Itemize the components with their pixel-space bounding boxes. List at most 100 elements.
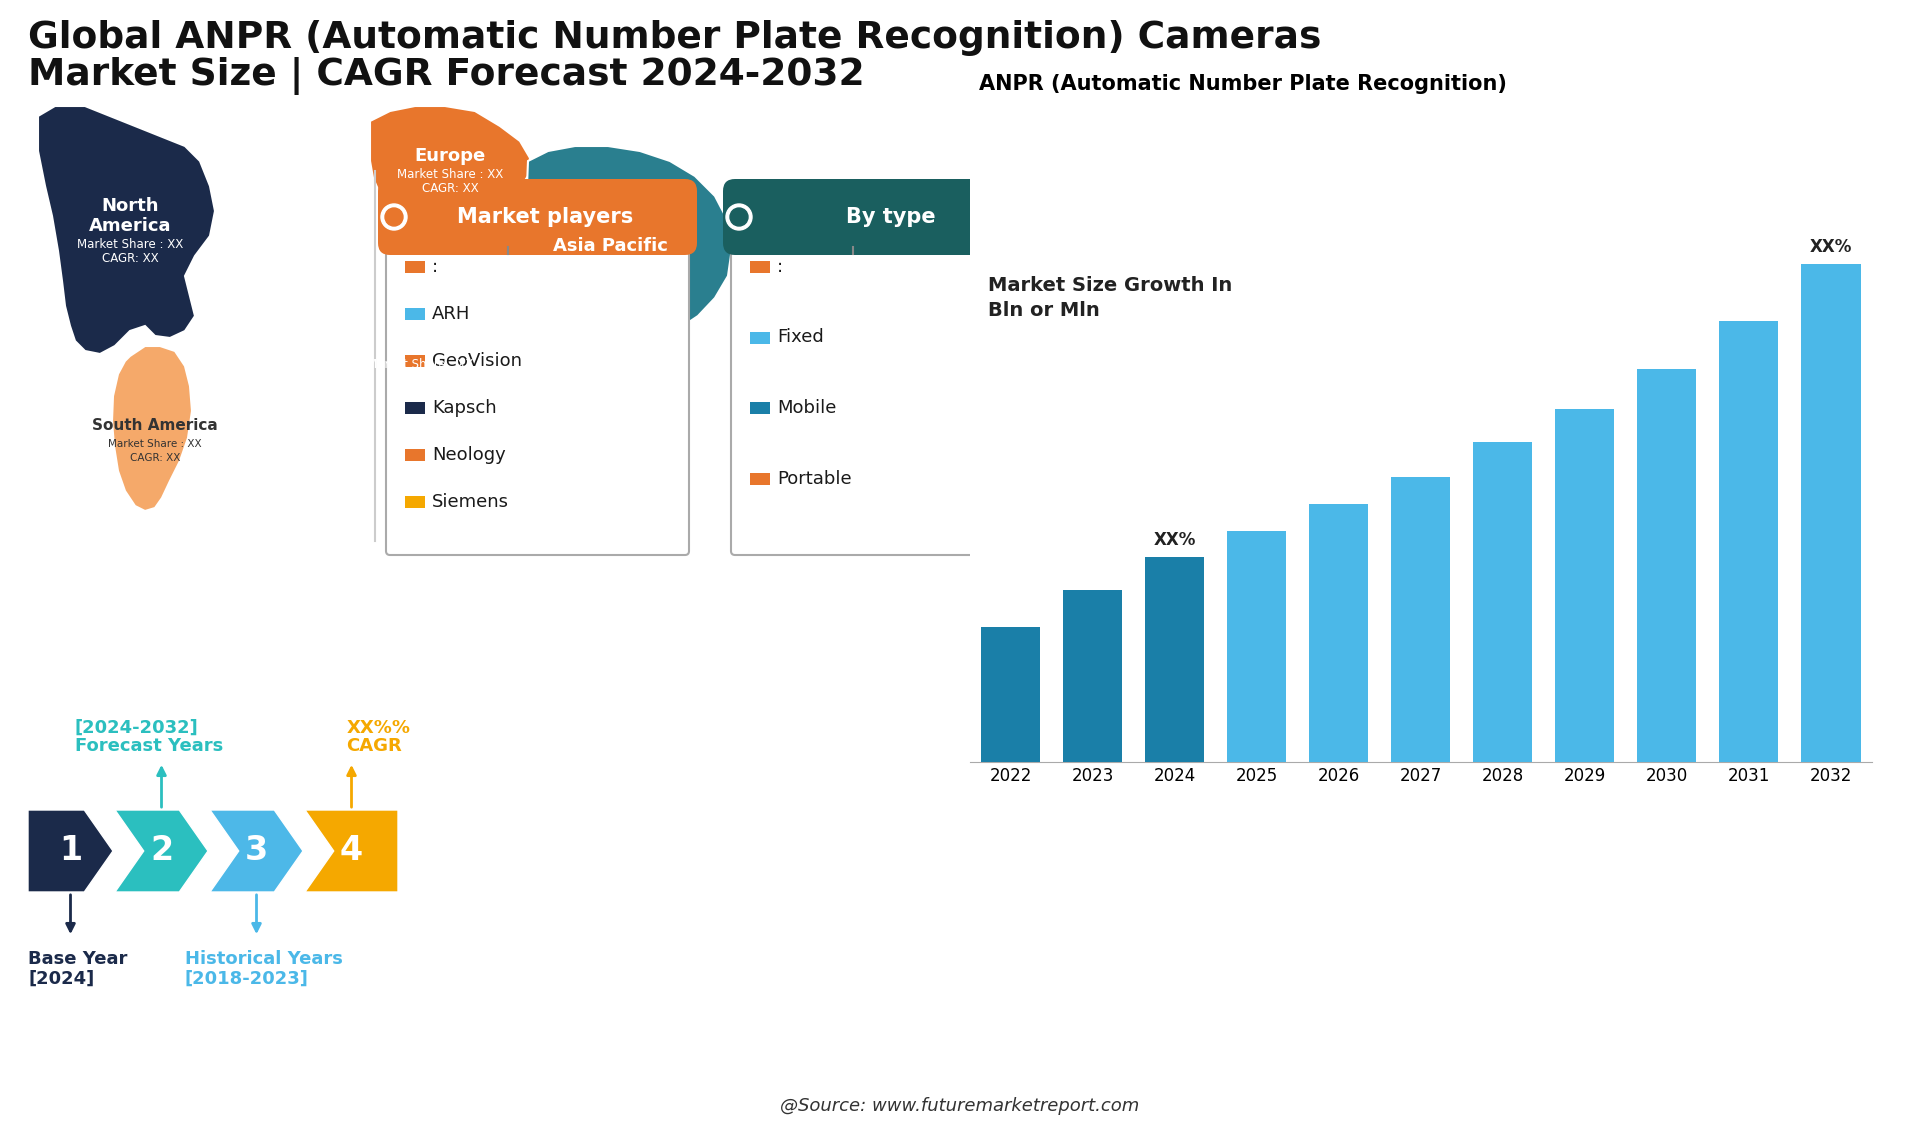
Text: XX%: XX% (1811, 238, 1853, 256)
FancyBboxPatch shape (1094, 261, 1116, 273)
Bar (1227, 531, 1286, 762)
Text: Market Size | CAGR Forecast 2024-2032: Market Size | CAGR Forecast 2024-2032 (29, 57, 864, 95)
Text: CAGR: XX: CAGR: XX (422, 181, 478, 195)
Text: By type: By type (845, 207, 935, 227)
Text: ANPR (Automatic Number Plate Recognition): ANPR (Automatic Number Plate Recognition… (979, 73, 1507, 94)
Text: Base Year: Base Year (29, 950, 127, 968)
Circle shape (386, 209, 403, 226)
Text: Market Share : XX: Market Share : XX (397, 167, 503, 181)
Text: North: North (102, 197, 159, 215)
Text: Electronic: Electronic (1121, 305, 1212, 323)
Text: Global ANPR (Automatic Number Plate Recognition) Cameras: Global ANPR (Automatic Number Plate Reco… (29, 19, 1321, 56)
FancyBboxPatch shape (732, 245, 1035, 555)
FancyBboxPatch shape (386, 245, 689, 555)
Text: [2018-2023]: [2018-2023] (184, 970, 309, 988)
Text: Law: Law (1121, 352, 1158, 370)
Text: Historical Years: Historical Years (184, 950, 344, 968)
Polygon shape (38, 105, 215, 354)
Text: 3: 3 (246, 834, 269, 868)
Circle shape (730, 209, 749, 226)
Text: [2024-2032]: [2024-2032] (75, 719, 200, 737)
FancyBboxPatch shape (1094, 449, 1116, 461)
Text: :: : (1121, 258, 1129, 276)
Text: ARH: ARH (432, 305, 470, 323)
Text: CAGR: XX: CAGR: XX (392, 371, 447, 385)
FancyBboxPatch shape (1068, 179, 1386, 256)
Text: Mobile: Mobile (778, 399, 837, 417)
Polygon shape (29, 810, 113, 892)
Text: Portable: Portable (778, 470, 852, 487)
Text: Traffic: Traffic (1121, 493, 1177, 511)
Text: Market players: Market players (457, 207, 634, 227)
Circle shape (1075, 209, 1092, 226)
FancyBboxPatch shape (405, 449, 424, 461)
Bar (1720, 321, 1778, 762)
Text: 1: 1 (60, 834, 83, 868)
Text: Siemens: Siemens (432, 493, 509, 511)
FancyBboxPatch shape (405, 308, 424, 320)
Text: Neology: Neology (432, 446, 505, 464)
Polygon shape (209, 810, 303, 892)
FancyBboxPatch shape (751, 331, 770, 344)
Bar (1473, 441, 1532, 762)
Text: CAGR: CAGR (346, 737, 403, 755)
Polygon shape (305, 810, 397, 892)
FancyBboxPatch shape (405, 261, 424, 273)
Text: @Source: www.futuremarketreport.com: @Source: www.futuremarketreport.com (780, 1097, 1140, 1115)
Bar (981, 628, 1041, 762)
Text: Others: Others (1121, 399, 1183, 417)
Text: CAGR: XX: CAGR: XX (131, 453, 180, 463)
FancyBboxPatch shape (405, 402, 424, 414)
FancyBboxPatch shape (751, 261, 770, 273)
Text: CAGR: XX: CAGR: XX (102, 251, 157, 265)
FancyBboxPatch shape (378, 179, 697, 256)
Text: GeoVision: GeoVision (432, 352, 522, 370)
Text: 2: 2 (150, 834, 173, 868)
Text: Asia Pacific: Asia Pacific (553, 237, 668, 256)
Bar (1638, 369, 1697, 762)
FancyBboxPatch shape (751, 472, 770, 485)
Polygon shape (384, 231, 459, 466)
FancyBboxPatch shape (405, 496, 424, 508)
Bar (1144, 557, 1204, 762)
Bar (1309, 503, 1369, 762)
FancyBboxPatch shape (1075, 245, 1379, 555)
Text: Fixed: Fixed (778, 329, 824, 346)
Text: 4: 4 (340, 834, 363, 868)
Text: :: : (778, 258, 783, 276)
FancyBboxPatch shape (751, 402, 770, 414)
FancyBboxPatch shape (1094, 496, 1116, 508)
Text: Market Share : XX: Market Share : XX (367, 358, 472, 370)
Text: South America: South America (92, 418, 217, 433)
Polygon shape (111, 346, 192, 511)
Text: Market Share : XX: Market Share : XX (108, 439, 202, 449)
Bar (1555, 409, 1615, 762)
Text: By application: By application (1152, 207, 1319, 227)
Polygon shape (509, 146, 732, 408)
Text: Parking: Parking (1121, 446, 1188, 464)
Text: [2024]: [2024] (29, 970, 94, 988)
Circle shape (726, 204, 753, 230)
FancyBboxPatch shape (405, 355, 424, 367)
Text: Market Size Growth In
Bln or Mln: Market Size Growth In Bln or Mln (987, 276, 1233, 321)
Text: Europe: Europe (415, 147, 486, 165)
FancyBboxPatch shape (1094, 355, 1116, 367)
Bar (1064, 590, 1121, 762)
Text: MEA: MEA (397, 337, 442, 355)
Circle shape (1071, 204, 1096, 230)
Text: America: America (88, 217, 171, 235)
Polygon shape (371, 105, 530, 236)
Polygon shape (115, 810, 207, 892)
Text: Market Share : XX: Market Share : XX (77, 237, 182, 251)
Bar (1801, 264, 1860, 762)
Text: CAGR: XX: CAGR: XX (582, 272, 637, 284)
Polygon shape (632, 346, 689, 402)
FancyBboxPatch shape (1094, 402, 1116, 414)
Text: Forecast Years: Forecast Years (75, 737, 223, 755)
FancyBboxPatch shape (724, 179, 1043, 256)
FancyBboxPatch shape (1094, 308, 1116, 320)
Text: Market Share : XX: Market Share : XX (557, 258, 662, 270)
Text: XX%%: XX%% (346, 719, 411, 737)
Text: XX%: XX% (1154, 532, 1196, 549)
Text: Kapsch: Kapsch (432, 399, 497, 417)
